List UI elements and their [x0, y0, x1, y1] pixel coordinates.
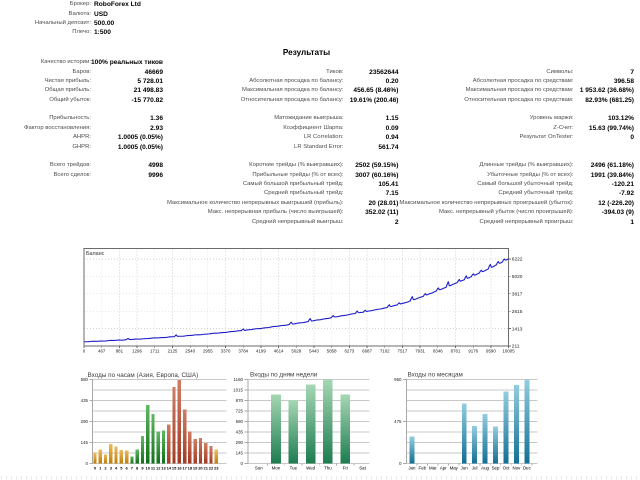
svg-text:19: 19	[193, 466, 198, 471]
svg-text:Thu: Thu	[324, 466, 332, 471]
svg-text:4: 4	[115, 466, 118, 471]
svg-text:0: 0	[86, 461, 89, 466]
svg-text:9590: 9590	[486, 349, 496, 354]
svg-text:Apr: Apr	[440, 466, 447, 471]
svg-text:950: 950	[394, 377, 402, 382]
svg-text:2540: 2540	[185, 349, 195, 354]
svg-text:Sat: Sat	[359, 466, 366, 471]
svg-text:Входы по часам (Азия, Европа,: Входы по часам (Азия, Европа, США)	[88, 372, 199, 379]
svg-text:435: 435	[81, 398, 89, 403]
svg-text:Nov: Nov	[513, 466, 522, 471]
svg-text:Входы по дням недели: Входы по дням недели	[250, 372, 318, 379]
svg-text:Jun: Jun	[461, 466, 469, 471]
svg-text:580: 580	[236, 419, 244, 424]
svg-text:725: 725	[236, 409, 244, 414]
svg-text:145: 145	[236, 451, 244, 456]
svg-text:3370: 3370	[221, 349, 231, 354]
svg-text:10005: 10005	[502, 349, 515, 354]
svg-text:Баланс: Баланс	[86, 251, 105, 257]
svg-text:9176: 9176	[468, 349, 478, 354]
svg-text:7102: 7102	[380, 349, 390, 354]
svg-text:4199: 4199	[256, 349, 266, 354]
svg-text:6: 6	[126, 466, 129, 471]
svg-text:17: 17	[182, 466, 187, 471]
svg-text:7: 7	[131, 466, 134, 471]
svg-text:Входы по месяцам: Входы по месяцам	[408, 372, 463, 379]
svg-text:Sep: Sep	[492, 466, 500, 471]
svg-text:290: 290	[81, 419, 89, 424]
svg-text:15: 15	[172, 466, 177, 471]
svg-text:5020: 5020	[512, 274, 523, 280]
svg-text:1711: 1711	[150, 349, 160, 354]
svg-text:145: 145	[81, 440, 89, 445]
svg-text:1: 1	[99, 466, 102, 471]
svg-text:Mar: Mar	[429, 466, 437, 471]
svg-text:Sun: Sun	[255, 466, 263, 471]
svg-text:18: 18	[188, 466, 193, 471]
svg-text:10: 10	[145, 466, 150, 471]
svg-text:21: 21	[203, 466, 208, 471]
svg-text:881: 881	[116, 349, 124, 354]
svg-text:13: 13	[161, 466, 166, 471]
svg-text:435: 435	[236, 430, 244, 435]
svg-text:8: 8	[136, 466, 139, 471]
svg-text:1296: 1296	[132, 349, 142, 354]
svg-text:5443: 5443	[309, 349, 319, 354]
svg-text:0: 0	[241, 461, 244, 466]
svg-text:5028: 5028	[291, 349, 301, 354]
svg-text:290: 290	[236, 440, 244, 445]
svg-text:1015: 1015	[233, 388, 243, 393]
svg-text:0: 0	[94, 466, 97, 471]
svg-text:211: 211	[512, 344, 520, 350]
svg-text:11: 11	[151, 466, 156, 471]
svg-text:2: 2	[104, 466, 107, 471]
svg-text:Tue: Tue	[290, 466, 298, 471]
svg-text:Aug: Aug	[481, 466, 489, 471]
svg-text:14: 14	[167, 466, 172, 471]
svg-text:3: 3	[110, 466, 113, 471]
svg-text:12: 12	[156, 466, 161, 471]
svg-text:6273: 6273	[344, 349, 354, 354]
svg-text:May: May	[450, 466, 459, 471]
svg-text:Feb: Feb	[419, 466, 427, 471]
svg-text:0: 0	[83, 349, 86, 354]
svg-text:467: 467	[98, 349, 106, 354]
svg-text:20: 20	[198, 466, 203, 471]
svg-text:1413: 1413	[512, 326, 523, 332]
svg-text:Mon: Mon	[272, 466, 281, 471]
svg-text:475: 475	[394, 419, 402, 424]
svg-text:870: 870	[236, 398, 244, 403]
svg-text:5: 5	[120, 466, 123, 471]
svg-text:8761: 8761	[451, 349, 461, 354]
svg-text:580: 580	[81, 377, 89, 382]
svg-text:0: 0	[399, 461, 402, 466]
svg-text:3817: 3817	[512, 291, 523, 297]
svg-text:Oct: Oct	[503, 466, 511, 471]
svg-text:Fri: Fri	[343, 466, 348, 471]
svg-text:7931: 7931	[415, 349, 425, 354]
svg-text:6687: 6687	[362, 349, 372, 354]
svg-text:7517: 7517	[398, 349, 408, 354]
svg-text:3784: 3784	[238, 349, 248, 354]
svg-text:4614: 4614	[274, 349, 284, 354]
svg-text:5858: 5858	[327, 349, 337, 354]
svg-text:2955: 2955	[203, 349, 213, 354]
svg-text:Jul: Jul	[472, 466, 478, 471]
svg-text:6222: 6222	[512, 257, 523, 263]
svg-text:22: 22	[209, 466, 214, 471]
svg-text:2615: 2615	[512, 309, 523, 315]
svg-text:1160: 1160	[234, 377, 244, 382]
svg-text:8346: 8346	[433, 349, 443, 354]
svg-text:23: 23	[214, 466, 219, 471]
svg-text:Wed: Wed	[306, 466, 316, 471]
svg-text:16: 16	[177, 466, 182, 471]
svg-text:2125: 2125	[168, 349, 178, 354]
svg-text:Dec: Dec	[523, 466, 532, 471]
svg-text:Jan: Jan	[408, 466, 416, 471]
svg-text:9: 9	[141, 466, 144, 471]
